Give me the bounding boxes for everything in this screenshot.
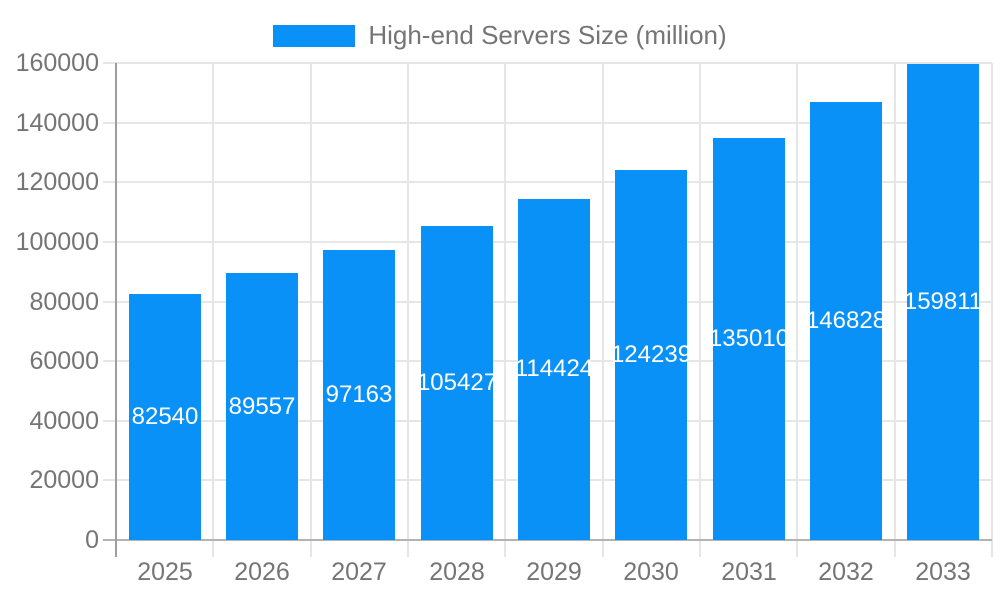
bar [615,170,687,540]
y-axis-label: 20000 [29,466,99,494]
bar-value-label: 97163 [325,381,393,408]
bar-value-label: 135010 [708,325,790,352]
h-gridline [103,122,992,124]
y-axis-label: 120000 [15,168,99,196]
v-gridline [602,63,604,557]
bar-value-label: 89557 [228,393,296,420]
y-axis-label: 40000 [29,407,99,435]
x-axis-label: 2032 [818,558,874,586]
x-axis-label: 2029 [526,558,582,586]
h-gridline [103,181,992,183]
v-gridline [699,63,701,557]
bar-value-label: 105427 [416,369,498,396]
bar [129,294,201,540]
bar-value-label: 82540 [131,403,199,430]
bar [907,64,979,540]
bar-value-label: 114424 [514,355,594,382]
bar [713,138,785,540]
bar [810,102,882,540]
v-gridline [310,63,312,557]
x-axis-line [103,539,992,541]
x-axis-label: 2033 [915,558,971,586]
y-axis-label: 60000 [29,347,99,375]
x-axis-label: 2025 [137,558,193,586]
legend-label: High-end Servers Size (million) [368,20,727,50]
y-axis-label: 140000 [15,109,99,137]
x-axis-label: 2026 [234,558,290,586]
chart-legend: High-end Servers Size (million) [0,20,1000,51]
bar [226,273,298,540]
y-axis-label: 100000 [15,228,99,256]
x-axis-label: 2028 [429,558,485,586]
bar-value-label: 124239 [610,341,692,368]
v-gridline [796,63,798,557]
y-axis-label: 0 [85,526,99,554]
bar [323,250,395,540]
v-gridline [991,63,993,557]
legend-swatch [273,24,356,47]
bar [518,199,590,540]
y-axis-line [115,63,117,557]
v-gridline [407,63,409,557]
bar-value-label: 159811 [903,288,983,315]
bar-value-label: 146828 [805,307,887,334]
y-axis-label: 80000 [29,288,99,316]
x-axis-label: 2031 [721,558,777,586]
y-axis-label: 160000 [15,49,99,77]
x-axis-label: 2027 [331,558,387,586]
v-gridline [894,63,896,557]
bar [421,226,493,540]
v-gridline [212,63,214,557]
h-gridline [103,62,992,64]
v-gridline [504,63,506,557]
x-axis-label: 2030 [623,558,679,586]
